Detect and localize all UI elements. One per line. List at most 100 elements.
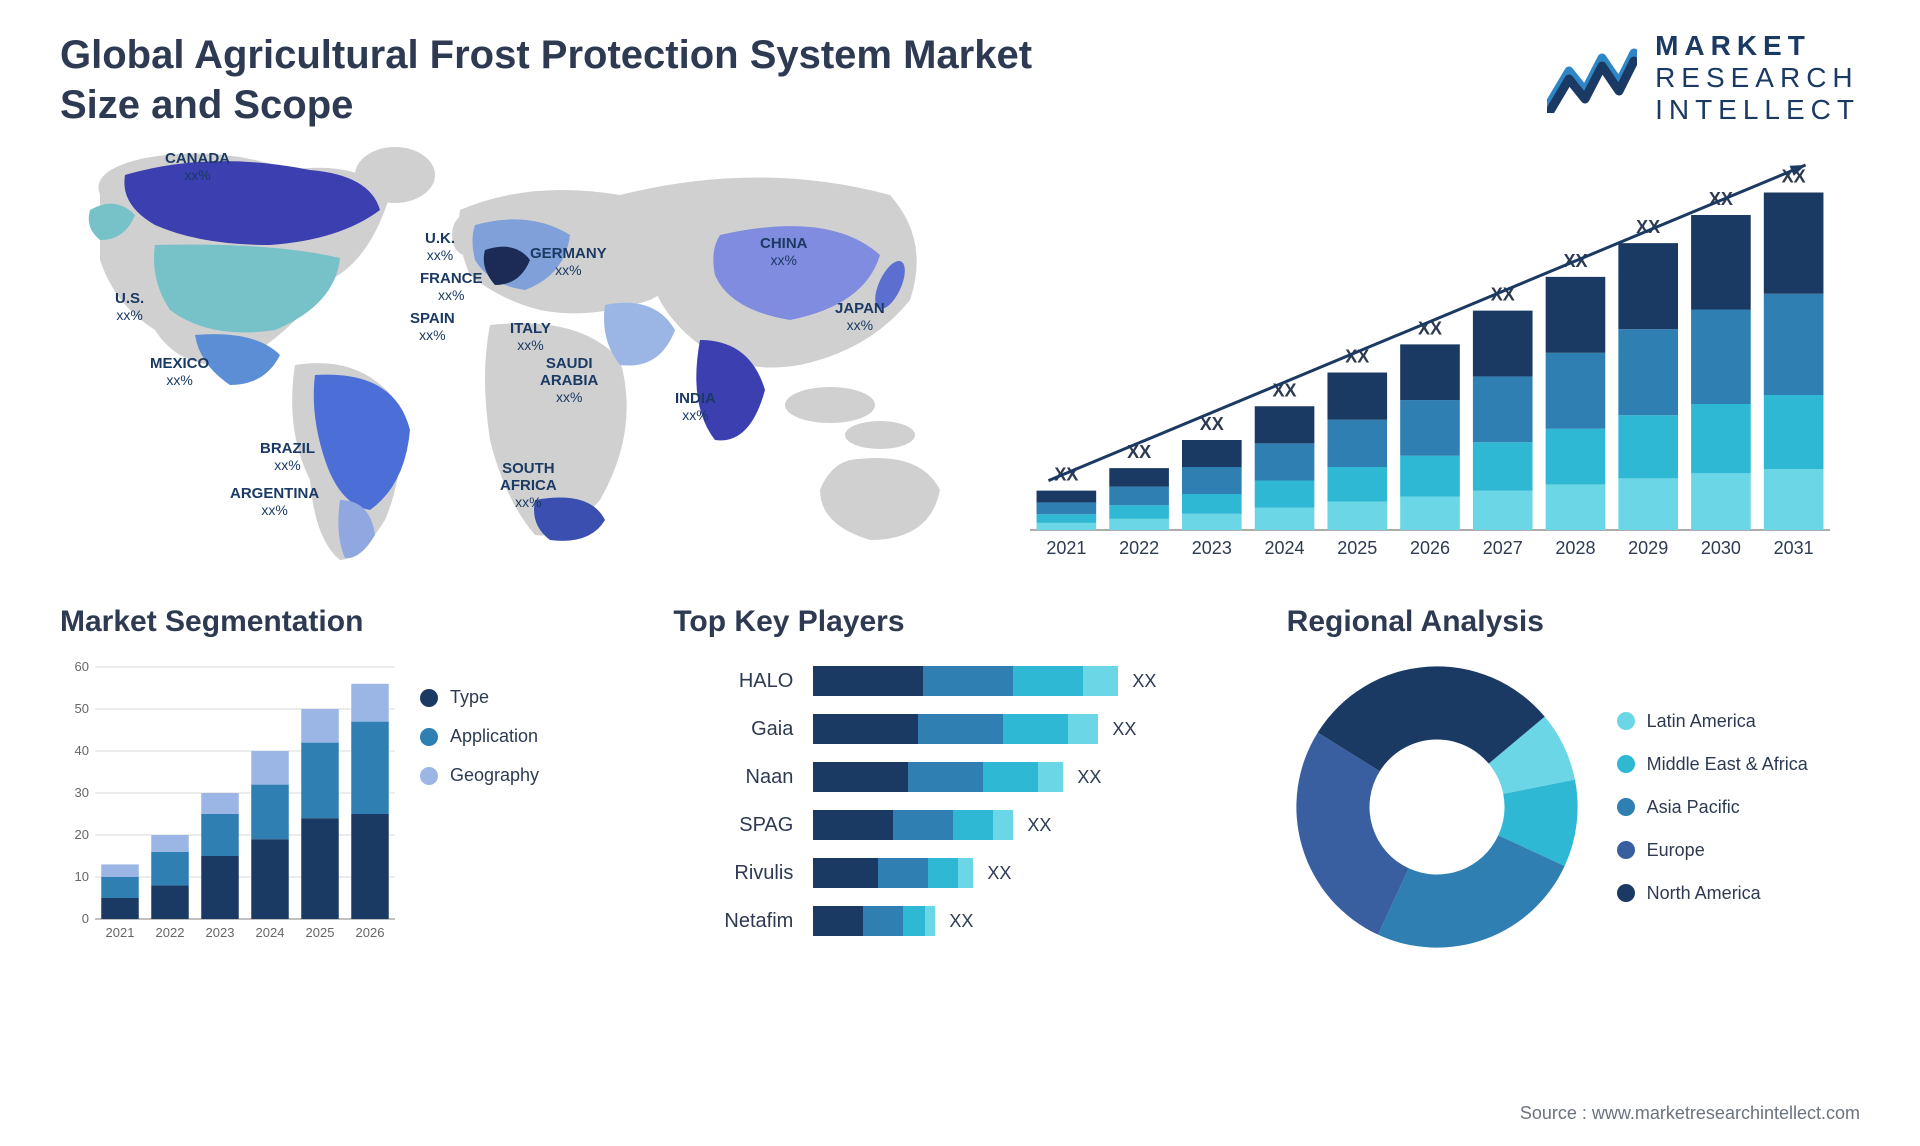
key-player-value: XX [1027, 815, 1051, 836]
projection-chart-svg: XX2021XX2022XX2023XX2024XX2025XX2026XX20… [1000, 140, 1860, 570]
svg-text:50: 50 [75, 701, 89, 716]
regional-legend-item: Middle East & Africa [1617, 754, 1808, 775]
svg-text:2021: 2021 [1046, 538, 1086, 558]
svg-text:2030: 2030 [1701, 538, 1741, 558]
key-players-chart: HALO Gaia Naan SPAG Rivulis Netafim XX XX XX XX X… [673, 657, 1246, 945]
regional-panel: Regional Analysis Latin America Middle Ea… [1287, 605, 1860, 957]
key-player-row: XX [813, 906, 1246, 936]
logo-text: MARKET RESEARCH INTELLECT [1655, 30, 1860, 127]
map-label: U.S.xx% [115, 290, 144, 323]
key-player-bar [813, 858, 973, 888]
logo-icon [1547, 43, 1637, 113]
legend-swatch [420, 728, 438, 746]
svg-text:2026: 2026 [356, 925, 385, 940]
svg-text:2025: 2025 [1337, 538, 1377, 558]
key-player-row: XX [813, 714, 1246, 744]
legend-swatch [1617, 841, 1635, 859]
legend-swatch [1617, 884, 1635, 902]
svg-text:0: 0 [82, 911, 89, 926]
key-players-title: Top Key Players [673, 605, 1246, 639]
key-player-bar [813, 714, 1098, 744]
key-player-row: XX [813, 666, 1246, 696]
segmentation-chart: 0102030405060202120222023202420252026 [60, 657, 400, 947]
svg-text:2026: 2026 [1410, 538, 1450, 558]
world-map: CANADAxx%U.S.xx%MEXICOxx%BRAZILxx%ARGENT… [60, 140, 960, 575]
svg-text:30: 30 [75, 785, 89, 800]
key-player-bar [813, 810, 1013, 840]
regional-legend-item: North America [1617, 883, 1808, 904]
map-label: MEXICOxx% [150, 355, 209, 388]
svg-text:2025: 2025 [306, 925, 335, 940]
projection-chart: XX2021XX2022XX2023XX2024XX2025XX2026XX20… [1000, 140, 1860, 575]
key-player-bar [813, 906, 935, 936]
key-player-value: XX [1112, 719, 1136, 740]
key-player-value: XX [1077, 767, 1101, 788]
regional-legend-item: Europe [1617, 840, 1808, 861]
map-label: JAPANxx% [835, 300, 885, 333]
legend-swatch [1617, 712, 1635, 730]
segmentation-legend-item: Type [420, 687, 539, 708]
regional-legend-item: Asia Pacific [1617, 797, 1808, 818]
svg-text:10: 10 [75, 869, 89, 884]
legend-swatch [1617, 798, 1635, 816]
segmentation-legend-item: Application [420, 726, 539, 747]
map-label: SPAINxx% [410, 310, 455, 343]
page-title: Global Agricultural Frost Protection Sys… [60, 30, 1040, 130]
key-player-row: XX [813, 810, 1246, 840]
legend-label: Europe [1647, 840, 1705, 861]
top-row: CANADAxx%U.S.xx%MEXICOxx%BRAZILxx%ARGENT… [60, 140, 1860, 575]
legend-swatch [420, 689, 438, 707]
svg-text:60: 60 [75, 659, 89, 674]
legend-label: Latin America [1647, 711, 1756, 732]
svg-text:2022: 2022 [156, 925, 185, 940]
key-player-row: XX [813, 762, 1246, 792]
key-player-row: XX [813, 858, 1246, 888]
legend-label: Geography [450, 765, 539, 786]
key-player-label: Rivulis [673, 862, 793, 885]
key-player-value: XX [987, 863, 1011, 884]
key-player-bar [813, 762, 1063, 792]
key-player-label: Gaia [673, 718, 793, 741]
page: Global Agricultural Frost Protection Sys… [0, 0, 1920, 1146]
legend-label: North America [1647, 883, 1761, 904]
regional-legend-item: Latin America [1617, 711, 1808, 732]
key-player-label: SPAG [673, 814, 793, 837]
map-label: SAUDIARABIAxx% [540, 355, 598, 405]
key-player-value: XX [1132, 671, 1156, 692]
svg-text:2023: 2023 [206, 925, 235, 940]
map-label: GERMANYxx% [530, 245, 607, 278]
svg-text:2021: 2021 [106, 925, 135, 940]
svg-text:2024: 2024 [1265, 538, 1305, 558]
svg-text:2029: 2029 [1628, 538, 1668, 558]
legend-label: Asia Pacific [1647, 797, 1740, 818]
map-label: ITALYxx% [510, 320, 551, 353]
map-label: BRAZILxx% [260, 440, 315, 473]
regional-donut [1287, 657, 1587, 957]
segmentation-panel: Market Segmentation 01020304050602021202… [60, 605, 633, 957]
key-player-bar [813, 666, 1118, 696]
map-label: INDIAxx% [675, 390, 716, 423]
svg-text:2027: 2027 [1483, 538, 1523, 558]
map-label: FRANCExx% [420, 270, 483, 303]
regional-title: Regional Analysis [1287, 605, 1860, 639]
regional-legend: Latin America Middle East & Africa Asia Pa… [1617, 711, 1808, 904]
key-players-panel: Top Key Players HALO Gaia Naan SPAG Rivulis N… [673, 605, 1246, 957]
svg-text:40: 40 [75, 743, 89, 758]
map-label: CHINAxx% [760, 235, 808, 268]
legend-swatch [420, 767, 438, 785]
map-label: CANADAxx% [165, 150, 230, 183]
svg-text:2031: 2031 [1774, 538, 1814, 558]
legend-label: Middle East & Africa [1647, 754, 1808, 775]
key-player-label: Netafim [673, 910, 793, 933]
legend-label: Application [450, 726, 538, 747]
legend-label: Type [450, 687, 489, 708]
key-player-label: Naan [673, 766, 793, 789]
legend-swatch [1617, 755, 1635, 773]
svg-text:2024: 2024 [256, 925, 285, 940]
segmentation-legend: Type Application Geography [420, 687, 539, 947]
key-player-label: HALO [673, 670, 793, 693]
segmentation-title: Market Segmentation [60, 605, 633, 639]
svg-text:2023: 2023 [1192, 538, 1232, 558]
svg-text:2022: 2022 [1119, 538, 1159, 558]
bottom-row: Market Segmentation 01020304050602021202… [60, 605, 1860, 957]
